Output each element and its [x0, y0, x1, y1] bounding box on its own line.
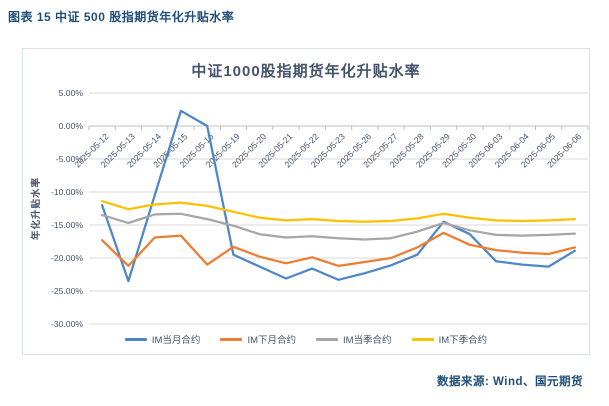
legend-swatch-icon [411, 337, 434, 341]
y-tick-label: -5.00% [56, 154, 84, 164]
legend-item-1: IM下月合约 [220, 332, 296, 346]
y-axis-title: 年化升贴水率 [30, 177, 42, 240]
data-source-note: 数据来源: Wind、国元期货 [436, 376, 583, 388]
legend-label: IM下月合约 [247, 335, 296, 346]
figure-caption: 图表 15 中证 500 股指期货年化升贴水率 [8, 10, 235, 24]
series-line-3 [100, 200, 577, 223]
y-tick-label: -25.00% [51, 286, 83, 296]
series-line-0 [100, 109, 577, 283]
y-tick-label: -10.00% [51, 187, 83, 197]
legend-item-3: IM下季合约 [411, 332, 488, 346]
legend-item-0: IM当月合约 [124, 332, 201, 346]
legend-label: IM当季合约 [343, 335, 392, 346]
y-tick-label: -30.00% [51, 319, 83, 329]
series-line-1 [100, 231, 577, 268]
y-tick-label: 5.00% [59, 88, 84, 98]
y-tick-label: 0.00% [59, 121, 84, 131]
line-chart-plot: 5.00% 0.00% -5.00% -10.00% -15.00% -20.00% -25… [30, 88, 589, 329]
chart-legend: IM当月合约 IM下月合约 IM当季合约 IM下季合约 [23, 332, 589, 346]
chart-title: 中证1000股指期货年化升贴水率 [191, 63, 421, 80]
legend-swatch-icon [316, 337, 338, 341]
series-line-2 [100, 212, 577, 241]
legend-label: IM下季合约 [438, 335, 488, 346]
legend-item-2: IM当季合约 [316, 332, 392, 346]
chart-area: 5.00% 0.00% -5.00% -10.00% -15.00% -20.00% -25… [22, 48, 590, 355]
legend-swatch-icon [220, 337, 243, 341]
legend-label: IM当月合约 [151, 335, 201, 346]
legend-swatch-icon [124, 337, 147, 341]
y-tick-label: -20.00% [51, 253, 83, 263]
y-tick-label: -15.00% [51, 220, 83, 230]
